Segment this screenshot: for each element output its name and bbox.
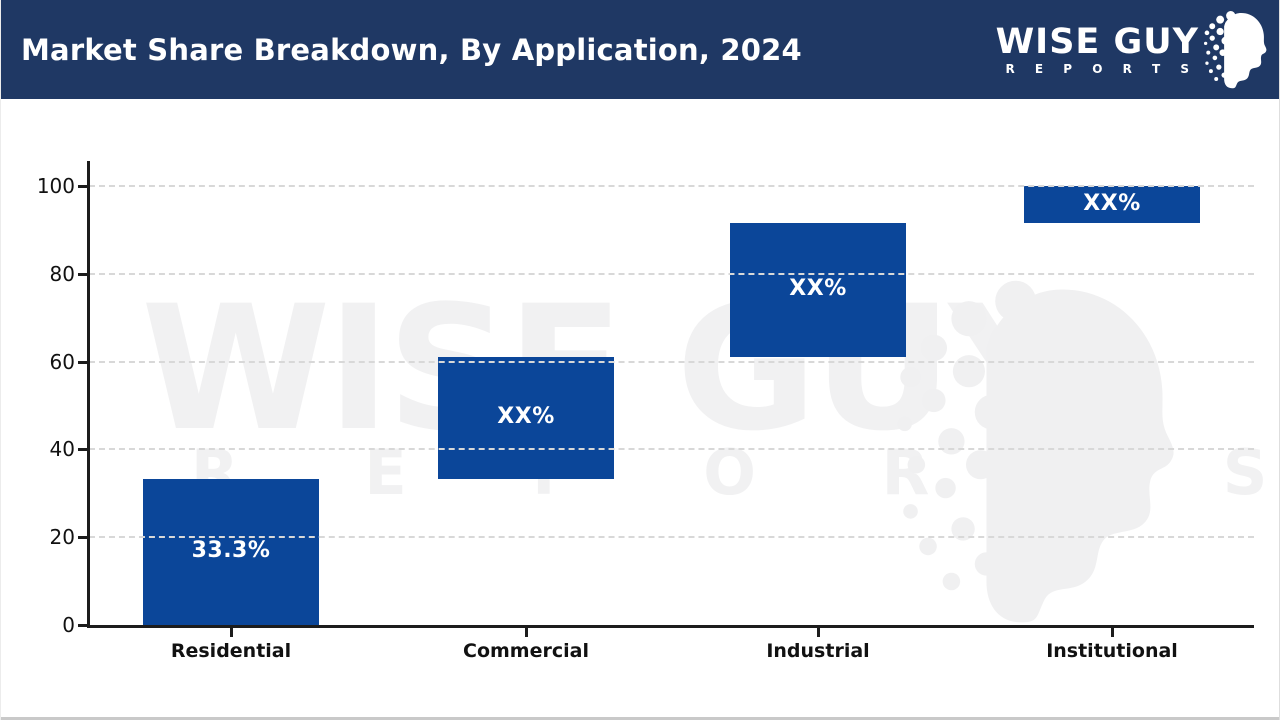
x-category-label-industrial: Industrial: [766, 640, 870, 662]
gridline-100: [89, 185, 1254, 187]
y-tick-label-60: 60: [49, 349, 75, 374]
brand-logo: WISE GUY R E P O R T S: [996, 6, 1269, 94]
x-category-label-institutional: Institutional: [1046, 640, 1178, 662]
x-tick-commercial: [525, 628, 528, 637]
brand-name: WISE GUY: [995, 22, 1199, 63]
gridline-80: [89, 272, 1254, 275]
gridline-20: [89, 536, 1254, 539]
y-tick-20: [78, 536, 87, 540]
y-tick-60: [78, 360, 87, 364]
x-category-label-commercial: Commercial: [463, 640, 589, 662]
bar-value-label-industrial: XX%: [789, 276, 847, 302]
y-tick-label-0: 0: [62, 613, 75, 637]
y-tick-label-80: 80: [49, 261, 75, 286]
y-tick-100: [78, 185, 87, 188]
x-axis-spine: [87, 625, 1254, 628]
brand-subtitle: R E P O R T S: [1005, 61, 1198, 76]
y-tick-label-100: 100: [36, 174, 75, 198]
bottom-divider: [1, 717, 1279, 720]
y-axis-spine: [87, 161, 90, 628]
y-tick-label-20: 20: [49, 525, 75, 550]
bar-value-label-institutional: XX%: [1083, 190, 1141, 216]
bar-value-label-commercial: XX%: [497, 404, 555, 429]
x-tick-residential: [230, 628, 233, 637]
bar-value-label-residential: 33.3%: [191, 537, 271, 563]
brand-head-icon: [1203, 10, 1269, 90]
bar-segment-residential: [143, 478, 319, 625]
y-tick-0: [78, 624, 87, 627]
y-tick-label-40: 40: [49, 437, 75, 462]
x-category-label-residential: Residential: [170, 640, 292, 662]
gridline-40: [89, 448, 1254, 451]
bar-segment-industrial: [730, 223, 906, 358]
x-tick-industrial: [817, 628, 820, 637]
y-tick-40: [78, 448, 87, 452]
bar-segment-institutional: [1024, 186, 1200, 224]
bar-segment-commercial: [438, 357, 614, 479]
chart-title: Market Share Breakdown, By Application, …: [21, 32, 802, 67]
y-tick-80: [78, 272, 87, 276]
brand-logo-text: WISE GUY R E P O R T S: [996, 24, 1199, 76]
x-tick-institutional: [1111, 628, 1114, 637]
gridline-60: [89, 360, 1254, 363]
report-header: Market Share Breakdown, By Application, …: [1, 0, 1279, 99]
